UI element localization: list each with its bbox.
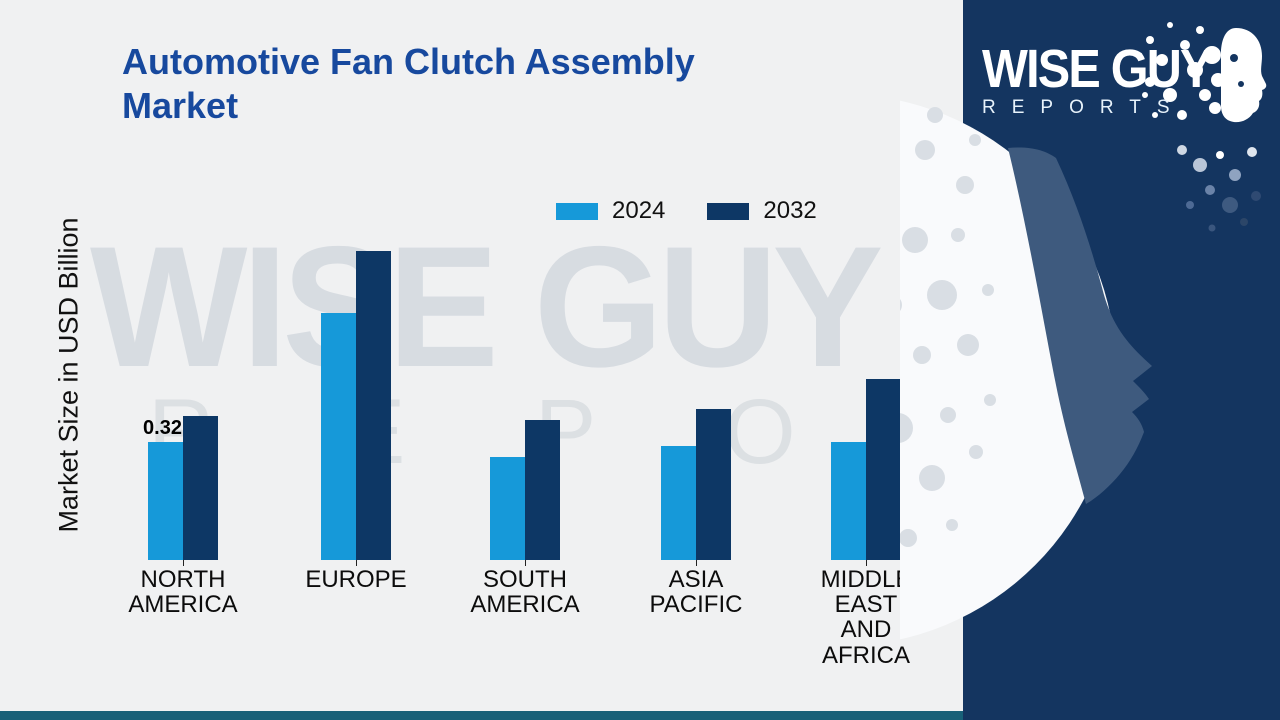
x-label-europe: EUROPE — [305, 566, 407, 593]
legend-label-2032: 2032 — [763, 197, 817, 224]
x-label-middle-east-and-africa: MIDDLE EAST AND AFRICA — [820, 566, 912, 669]
logo-head-dots — [1137, 22, 1225, 120]
x-tick-south-america — [525, 560, 526, 566]
watermark-wiseguy: WISE GUY — [90, 211, 884, 403]
dissolve-trail-dots — [1177, 145, 1261, 232]
x-tick-asia-pacific — [696, 560, 697, 566]
brand-logo: WISE GUY REPORTS — [982, 42, 1236, 119]
brand-logo-reports: REPORTS — [982, 97, 1186, 118]
legend-swatch-2024 — [556, 202, 598, 220]
chart-legend: 2024 2032 — [556, 197, 817, 225]
legend-label-2024: 2024 — [612, 197, 666, 224]
brand-artwork — [900, 0, 1280, 720]
logo-head-icon — [1221, 28, 1267, 123]
x-label-asia-pacific: ASIA PACIFIC — [649, 566, 743, 619]
footer-accent-strip — [0, 711, 964, 720]
bar-2024-north-america — [148, 442, 183, 560]
bubble-texture — [900, 107, 996, 547]
bar-2032-middle-east-and-africa — [866, 379, 901, 560]
bar-2024-asia-pacific — [661, 446, 696, 560]
bar-2032-asia-pacific — [696, 409, 731, 560]
legend-swatch-2032 — [707, 202, 750, 220]
bar-2032-europe — [356, 251, 391, 560]
x-label-north-america: NORTH AMERICA — [128, 566, 238, 619]
x-tick-north-america — [183, 560, 184, 566]
face-silhouette-icon — [1008, 147, 1152, 504]
bar-2032-south-america — [525, 420, 560, 560]
bar-value-label-2024-north-america: 0.32 — [143, 417, 182, 439]
brand-logo-wiseguy: WISE GUY — [982, 39, 1212, 99]
bar-2032-north-america — [183, 416, 218, 560]
x-label-south-america: SOUTH AMERICA — [470, 566, 580, 619]
x-tick-europe — [356, 560, 357, 566]
bar-2024-europe — [321, 313, 356, 560]
page-title: Automotive Fan Clutch Assembly Market — [122, 41, 695, 126]
bar-2024-middle-east-and-africa — [831, 442, 866, 560]
x-tick-middle-east-and-africa — [866, 560, 867, 566]
logo-head-inner-dots — [1230, 54, 1244, 87]
bar-2024-south-america — [490, 457, 525, 560]
